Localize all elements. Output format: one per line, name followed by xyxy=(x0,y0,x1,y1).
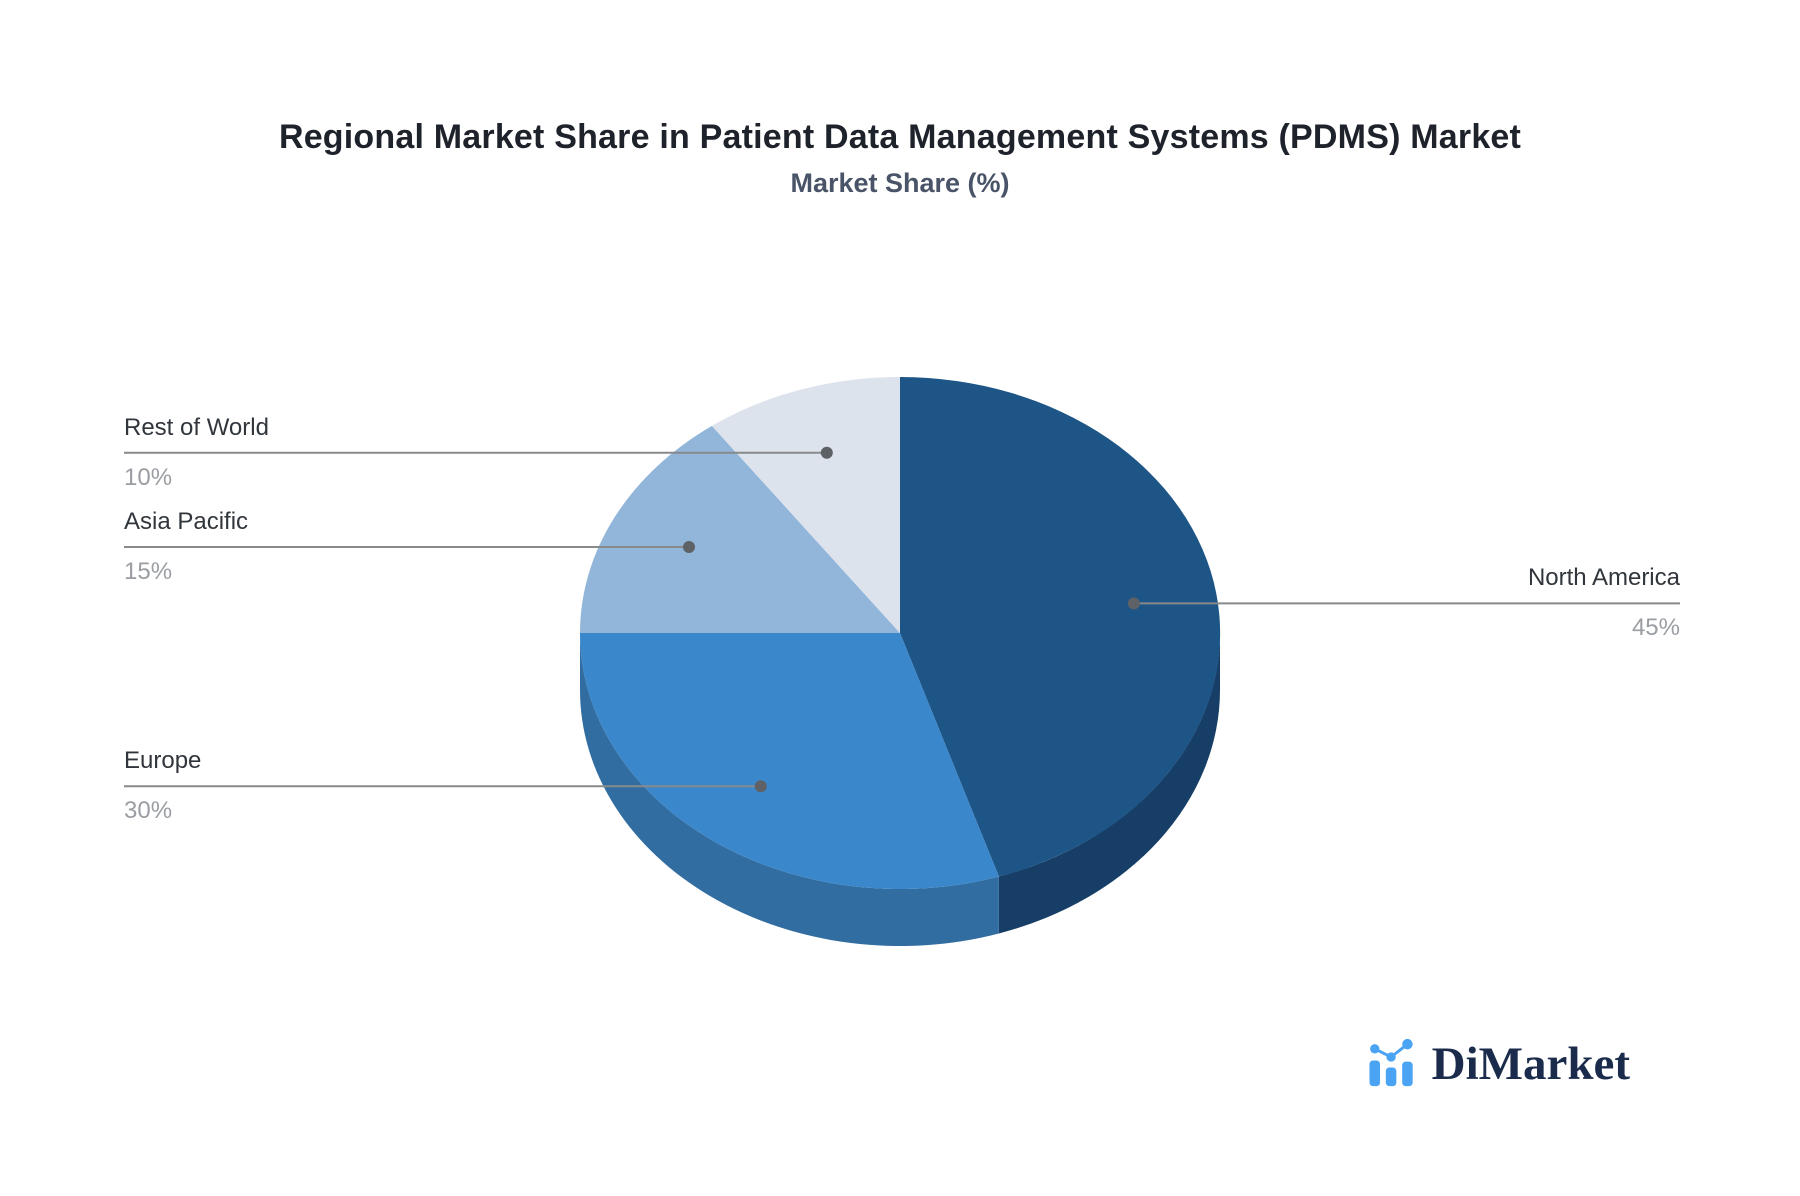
slice-label-north-america: North America xyxy=(1527,564,1680,592)
slice-value-rest-of-world: 10% xyxy=(124,463,173,491)
slice-value-north-america: 45% xyxy=(1631,614,1680,642)
pie-slice-rest-of-world[interactable] xyxy=(711,377,900,633)
slice-value-asia-pacific: 15% xyxy=(124,557,173,585)
pie-slice-north-america[interactable] xyxy=(900,376,1221,877)
pie-slice-side-north-america xyxy=(998,633,1220,934)
slice-label-asia-pacific: Asia Pacific xyxy=(124,507,249,535)
bar-line-chart-icon xyxy=(1369,1038,1413,1087)
pie-slice-side-europe xyxy=(580,633,999,947)
slice-label-rest-of-world: Rest of World xyxy=(124,413,269,441)
slice-label-europe: Europe xyxy=(124,747,202,775)
chart-subtitle: Market Share (%) xyxy=(790,168,1010,198)
leader-dot-europe xyxy=(754,780,767,793)
chart-title: Regional Market Share in Patient Data Ma… xyxy=(278,118,1522,156)
leader-dot-north-america xyxy=(1127,597,1140,610)
pie-slice-europe[interactable] xyxy=(580,633,999,890)
leader-dot-asia-pacific xyxy=(683,541,695,553)
dimarket-logo: DiMarket xyxy=(1368,1036,1630,1092)
pie-slice-asia-pacific[interactable] xyxy=(580,425,900,633)
slice-value-europe: 30% xyxy=(124,797,173,825)
leader-dot-rest-of-world xyxy=(820,446,833,459)
logo-text: DiMarket xyxy=(1431,1038,1630,1090)
